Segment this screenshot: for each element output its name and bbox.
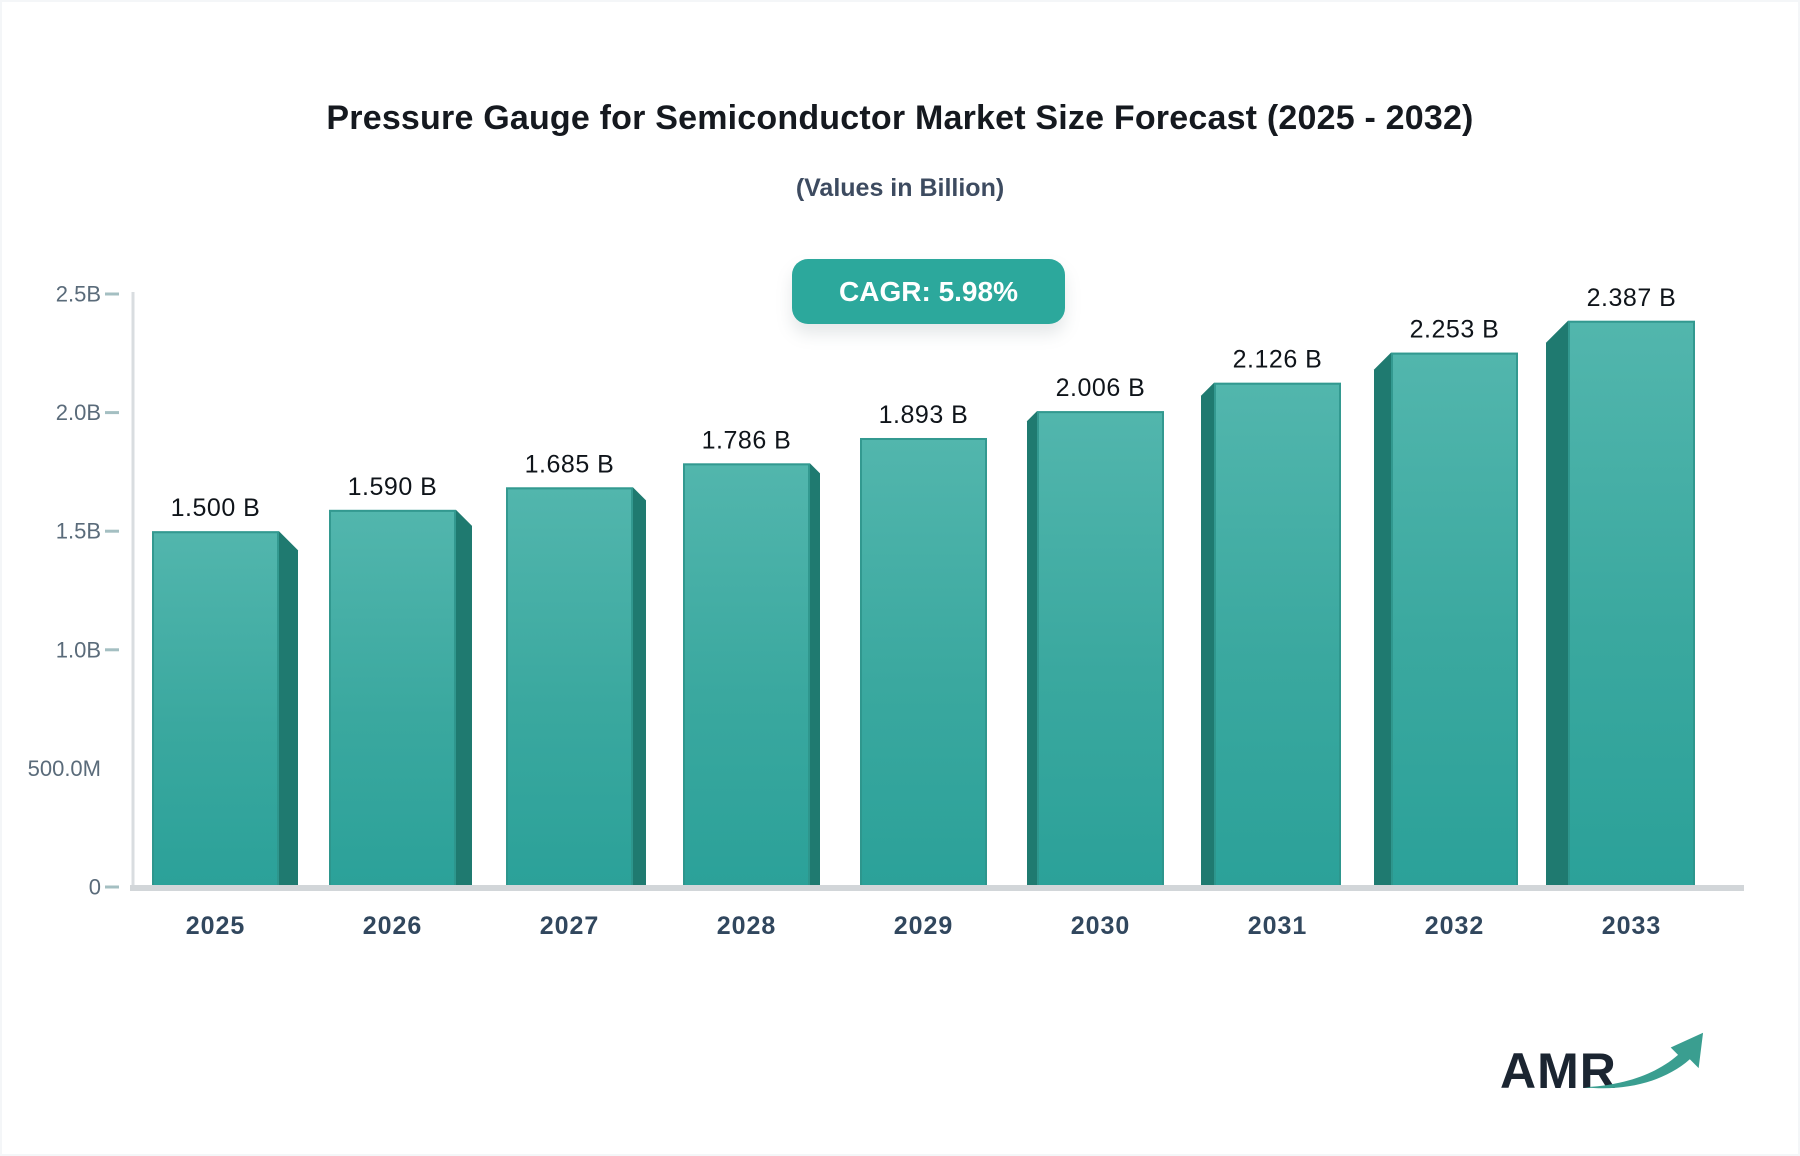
bar-side-face — [1546, 320, 1568, 887]
bar-edge-highlight — [506, 487, 633, 887]
bar-2033[interactable] — [1546, 320, 1695, 887]
bar-side-face — [810, 463, 820, 887]
bar-edge-highlight — [683, 463, 810, 887]
bar-front-face — [683, 463, 810, 887]
bar-2031[interactable] — [1201, 382, 1341, 887]
bar-side-face — [633, 487, 646, 887]
bar-edge-highlight — [1391, 352, 1518, 887]
bar-edge-highlight — [1037, 411, 1164, 887]
y-axis-tick-label: 0 — [89, 875, 101, 900]
bar-side-face — [456, 509, 472, 887]
bar-edge-highlight — [329, 509, 456, 887]
bar-front-face — [1568, 320, 1695, 887]
bar-edge-highlight — [1214, 382, 1341, 887]
bar-value-label: 2.126 B — [1233, 346, 1323, 374]
x-axis-label: 2026 — [363, 912, 423, 940]
bar-front-face — [506, 487, 633, 887]
cagr-badge: CAGR: 5.98% — [792, 259, 1065, 324]
bar-value-label: 1.893 B — [879, 401, 969, 429]
x-axis-label: 2027 — [540, 912, 600, 940]
bar-side-face — [1027, 411, 1037, 887]
bar-value-label: 2.006 B — [1056, 374, 1146, 402]
bar-value-label: 1.786 B — [702, 426, 792, 454]
bar-value-label: 1.685 B — [525, 450, 615, 478]
bar-edge-highlight — [152, 531, 279, 887]
x-axis-label: 2029 — [894, 912, 954, 940]
trend-up-arrow-icon — [1583, 1032, 1704, 1089]
bar-front-face — [860, 437, 987, 887]
bar-2030[interactable] — [1027, 411, 1164, 887]
bar-2027[interactable] — [506, 487, 646, 887]
bar-2026[interactable] — [329, 509, 472, 887]
amr-logo-text: AMR — [1500, 1043, 1617, 1099]
x-axis-label: 2031 — [1248, 912, 1308, 940]
x-axis-line — [130, 885, 1744, 891]
x-axis-label: 2028 — [717, 912, 777, 940]
bar-side-face — [1201, 382, 1214, 887]
bar-front-face — [1391, 352, 1518, 888]
x-axis-label: 2033 — [1602, 912, 1662, 940]
y-axis-tick-label: 2.5B — [56, 282, 101, 307]
bar-front-face — [152, 531, 279, 887]
bar-edge-highlight — [860, 437, 987, 887]
bar-side-face — [279, 531, 298, 887]
y-axis-tick-label: 1.5B — [56, 519, 101, 544]
chart-title: Pressure Gauge for Semiconductor Market … — [326, 99, 1474, 137]
chart-subtitle: (Values in Billion) — [795, 174, 1005, 202]
bar-2028[interactable] — [683, 463, 820, 887]
bar-2025[interactable] — [152, 531, 298, 887]
bar-2029[interactable] — [860, 437, 987, 887]
bar-front-face — [1214, 382, 1341, 887]
bar-value-label: 2.387 B — [1587, 284, 1677, 312]
y-axis-tick-label: 500.0M — [28, 756, 101, 781]
y-axis-tick-label: 1.0B — [56, 637, 101, 662]
bar-2032[interactable] — [1374, 352, 1518, 888]
cagr-badge-label: CAGR: 5.98% — [839, 275, 1018, 307]
y-axis-tick-label: 2.0B — [56, 400, 101, 425]
bar-value-label: 1.590 B — [348, 473, 438, 501]
x-axis-label: 2025 — [186, 912, 246, 940]
x-axis-label: 2032 — [1425, 912, 1485, 940]
bar-value-label: 2.253 B — [1410, 316, 1500, 344]
bar-value-label: 1.500 B — [171, 494, 261, 522]
x-axis-label: 2030 — [1071, 912, 1131, 940]
bar-side-face — [1374, 352, 1391, 888]
bar-front-face — [1037, 411, 1164, 887]
amr-logo: AMR — [1500, 1026, 1704, 1106]
bar-front-face — [329, 509, 456, 887]
bar-edge-highlight — [1568, 320, 1695, 887]
